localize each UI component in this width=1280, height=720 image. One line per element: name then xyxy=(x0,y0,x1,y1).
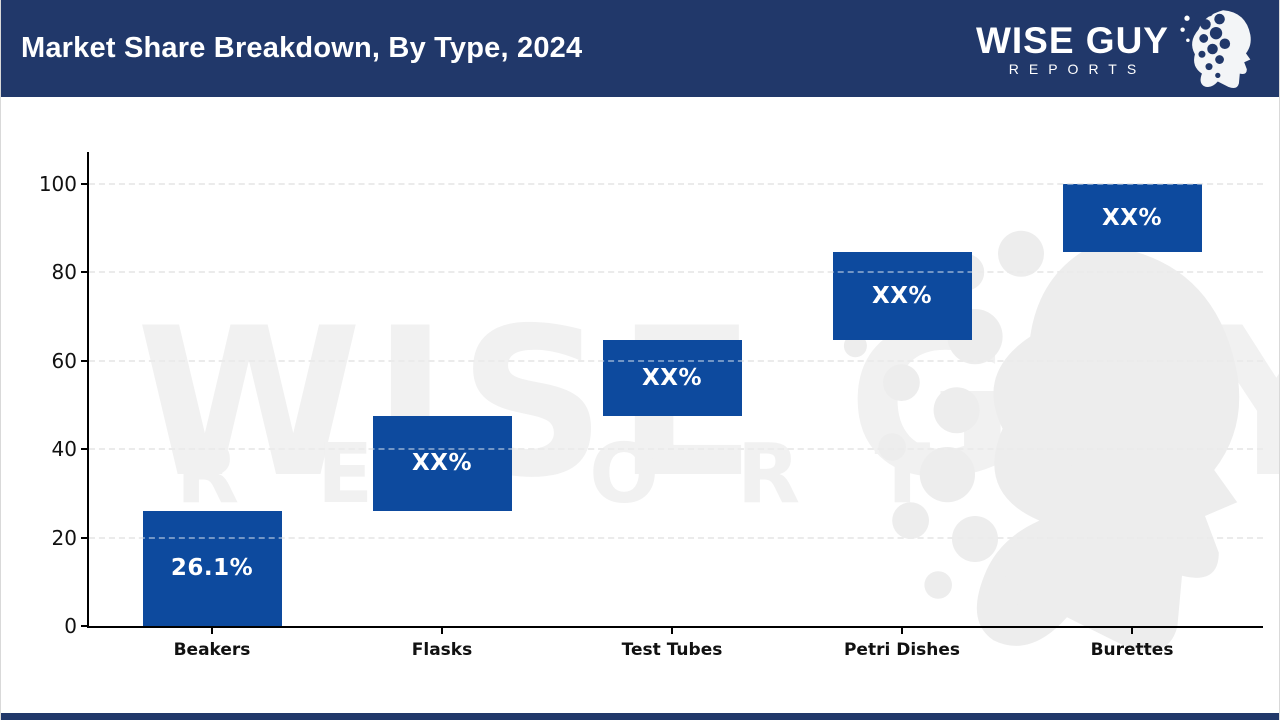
y-tick-label: 20 xyxy=(51,525,77,550)
x-tick-mark xyxy=(211,626,213,634)
gridline xyxy=(89,183,1263,185)
x-category-label: Beakers xyxy=(173,640,251,660)
gridline-overlay xyxy=(89,183,1263,185)
bar-test-tubes: XX% xyxy=(602,339,742,417)
gridline xyxy=(89,536,1263,539)
gridline-overlay xyxy=(89,448,1263,451)
y-tick-mark xyxy=(81,271,89,274)
gridline-overlay xyxy=(89,271,1263,274)
y-axis-line xyxy=(87,152,89,628)
wiseguy-logo: WISE GUY REPORTS xyxy=(976,5,1253,93)
x-category-label: Petri Dishes xyxy=(843,640,961,660)
y-tick-mark xyxy=(81,625,89,627)
bar-value-label: XX% xyxy=(871,282,932,309)
gridline xyxy=(89,448,1263,451)
page-title: Market Share Breakdown, By Type, 2024 xyxy=(21,32,583,64)
y-tick-label: 40 xyxy=(51,437,77,462)
bar-petri-dishes: XX% xyxy=(832,252,972,340)
header-bar: Market Share Breakdown, By Type, 2024 WI… xyxy=(1,0,1279,97)
bar-burettes: XX% xyxy=(1062,184,1202,253)
x-tick-mark xyxy=(671,626,673,634)
gridline xyxy=(89,271,1263,274)
x-category-label: Flasks xyxy=(411,640,473,660)
logo-subtitle: REPORTS xyxy=(1008,60,1147,77)
y-tick-mark xyxy=(81,448,89,451)
bar-value-label: XX% xyxy=(1101,205,1162,232)
x-tick-mark xyxy=(441,626,443,634)
y-tick-label: 0 xyxy=(64,614,77,638)
watermark-face-icon xyxy=(843,230,1240,651)
y-tick-label: 100 xyxy=(38,172,77,196)
bar-flasks: XX% xyxy=(372,416,512,511)
y-tick-mark xyxy=(81,183,89,185)
logo-face-icon xyxy=(1180,7,1251,88)
y-tick-mark xyxy=(81,359,89,362)
y-tick-mark xyxy=(81,536,89,539)
gridline-overlay xyxy=(89,536,1263,539)
bar-beakers: 26.1% xyxy=(142,510,282,626)
bar-value-label: XX% xyxy=(411,450,472,477)
y-tick-label: 60 xyxy=(51,348,77,373)
watermark-subtitle: REPORTS xyxy=(176,427,1146,522)
x-tick-mark xyxy=(901,626,903,634)
bar-value-label: 26.1% xyxy=(170,555,254,582)
x-category-label: Test Tubes xyxy=(621,640,723,660)
gridline-overlay xyxy=(89,359,1263,362)
footer-bar xyxy=(1,713,1279,720)
bar-value-label: XX% xyxy=(641,364,702,391)
x-axis-line xyxy=(87,626,1263,628)
logo-wordmark: WISE GUY xyxy=(975,19,1169,61)
y-tick-label: 80 xyxy=(51,260,77,285)
x-category-label: Burettes xyxy=(1090,640,1174,660)
